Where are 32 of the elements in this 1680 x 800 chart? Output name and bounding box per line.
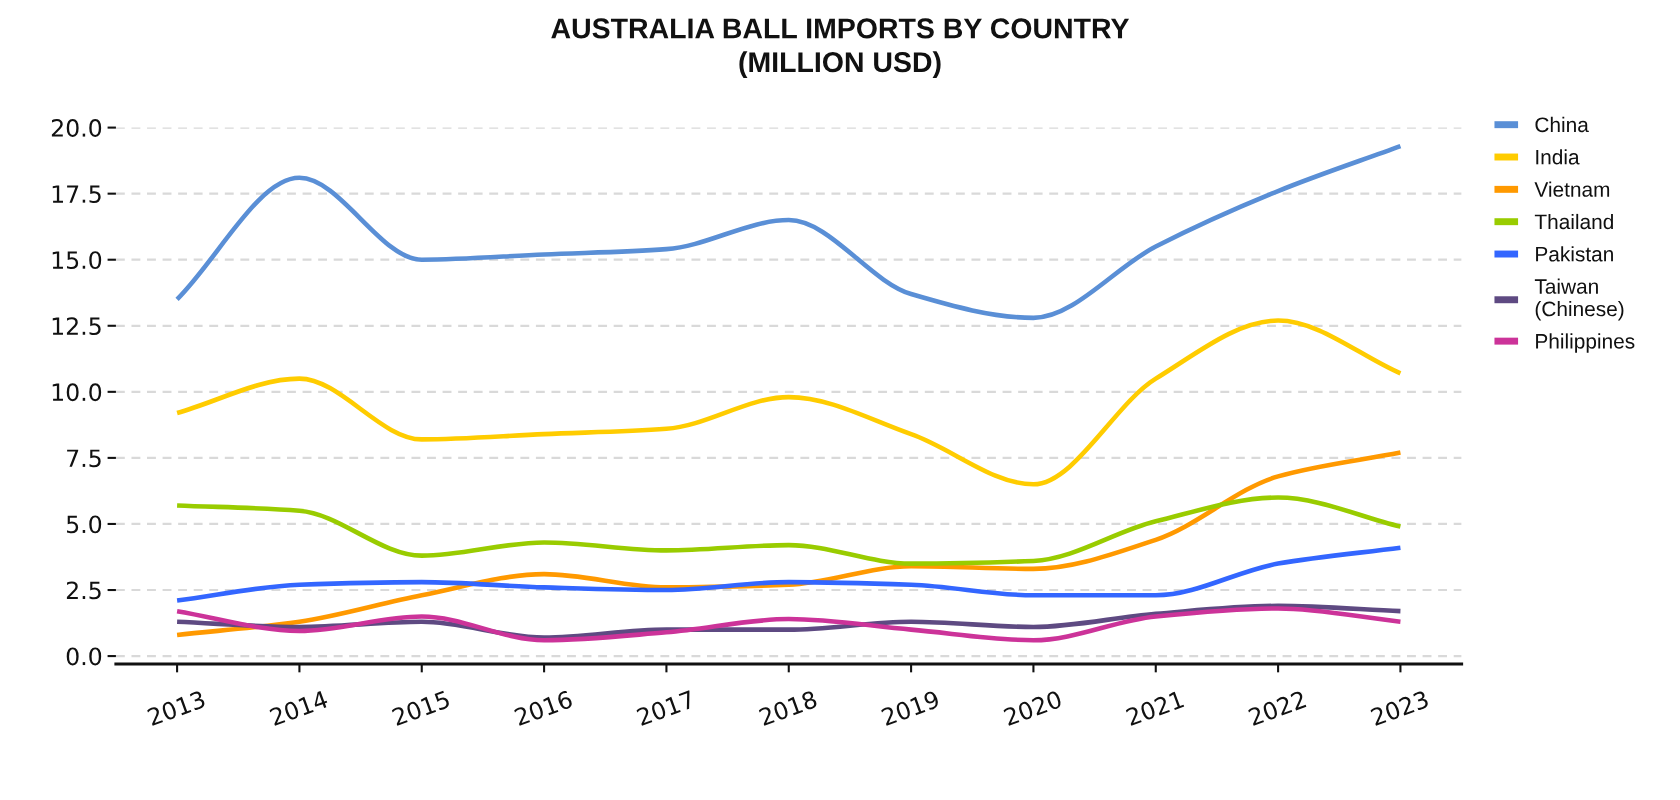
x-tick-label: 2022: [1247, 690, 1307, 727]
x-tick-label: 2014: [269, 689, 329, 727]
y-tick-label: 7.5: [67, 449, 101, 468]
x-tick-label: 2020: [1003, 689, 1063, 727]
y-tick-label: 12.5: [52, 317, 101, 336]
x-tick-label: 2023: [1370, 690, 1430, 727]
x-tick-label: 2016: [513, 689, 574, 727]
line-series: [174, 318, 1403, 487]
x-tick-label: 2017: [636, 690, 696, 727]
x-tick-label: 2019: [880, 689, 941, 727]
y-tick-label: 2.5: [66, 581, 101, 600]
legend-label: India: [1536, 149, 1580, 165]
legend-label: Vietnam: [1534, 181, 1610, 197]
legend-label: Taiwan (Chinese): [1534, 278, 1624, 321]
legend-label: Thailand: [1534, 213, 1613, 230]
line-series: [174, 143, 1403, 321]
legend-label: Philippines: [1536, 333, 1635, 353]
y-tick-label: 0.0: [66, 647, 102, 666]
y-tick-label: 17.5: [52, 185, 101, 203]
x-tick-label: 2013: [146, 690, 206, 727]
x-tick-label: 2021: [1125, 690, 1185, 727]
legend-label: China: [1535, 116, 1589, 133]
legend-label: Pakistan: [1536, 246, 1613, 262]
x-tick-label: 2018: [758, 689, 818, 727]
x-tick-label: 2015: [391, 690, 451, 727]
chart-title: AUSTRALIA BALL IMPORTS BY COUNTRY (MILLION USD): [551, 18, 1130, 78]
y-tick-label: 20.0: [51, 119, 102, 137]
line-series: [174, 495, 1403, 566]
line-series: [174, 545, 1403, 603]
y-tick-label: 15.0: [52, 251, 102, 270]
y-tick-label: 10.0: [52, 383, 102, 402]
y-tick-label: 5.0: [67, 515, 102, 534]
